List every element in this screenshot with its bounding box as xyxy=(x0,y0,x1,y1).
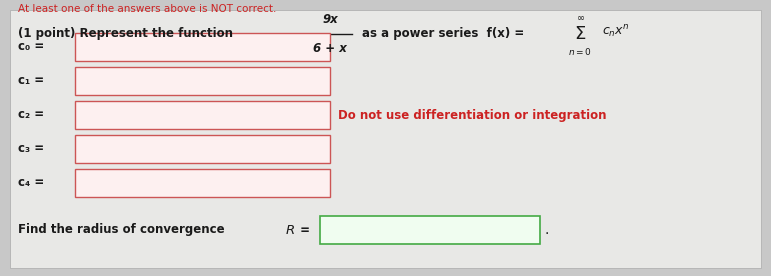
Text: $n=0$: $n=0$ xyxy=(568,46,592,57)
Text: c₃ =: c₃ = xyxy=(18,142,44,155)
Text: c₄ =: c₄ = xyxy=(18,176,44,190)
Text: c₂ =: c₂ = xyxy=(18,108,44,121)
Text: =: = xyxy=(296,224,310,237)
FancyBboxPatch shape xyxy=(75,101,330,129)
FancyBboxPatch shape xyxy=(10,10,761,268)
Text: 6 + x: 6 + x xyxy=(313,42,347,55)
Text: Find the radius of convergence: Find the radius of convergence xyxy=(18,224,233,237)
FancyBboxPatch shape xyxy=(320,216,540,244)
Text: .: . xyxy=(545,223,550,237)
Text: Do not use differentiation or integration: Do not use differentiation or integratio… xyxy=(338,108,607,121)
Text: $\Sigma$: $\Sigma$ xyxy=(574,25,586,43)
Text: c₁ =: c₁ = xyxy=(18,75,44,87)
Text: c₀ =: c₀ = xyxy=(18,41,44,54)
Text: $c_n x^n$: $c_n x^n$ xyxy=(602,24,630,40)
FancyBboxPatch shape xyxy=(75,169,330,197)
Text: as a power series  f(x) =: as a power series f(x) = xyxy=(362,28,524,41)
Text: 9x: 9x xyxy=(322,13,338,26)
Text: $R$: $R$ xyxy=(285,224,295,237)
Text: $\infty$: $\infty$ xyxy=(575,12,584,22)
FancyBboxPatch shape xyxy=(75,33,330,61)
FancyBboxPatch shape xyxy=(75,67,330,95)
Text: (1 point) Represent the function: (1 point) Represent the function xyxy=(18,28,233,41)
FancyBboxPatch shape xyxy=(75,135,330,163)
Text: At least one of the answers above is NOT correct.: At least one of the answers above is NOT… xyxy=(18,4,276,14)
